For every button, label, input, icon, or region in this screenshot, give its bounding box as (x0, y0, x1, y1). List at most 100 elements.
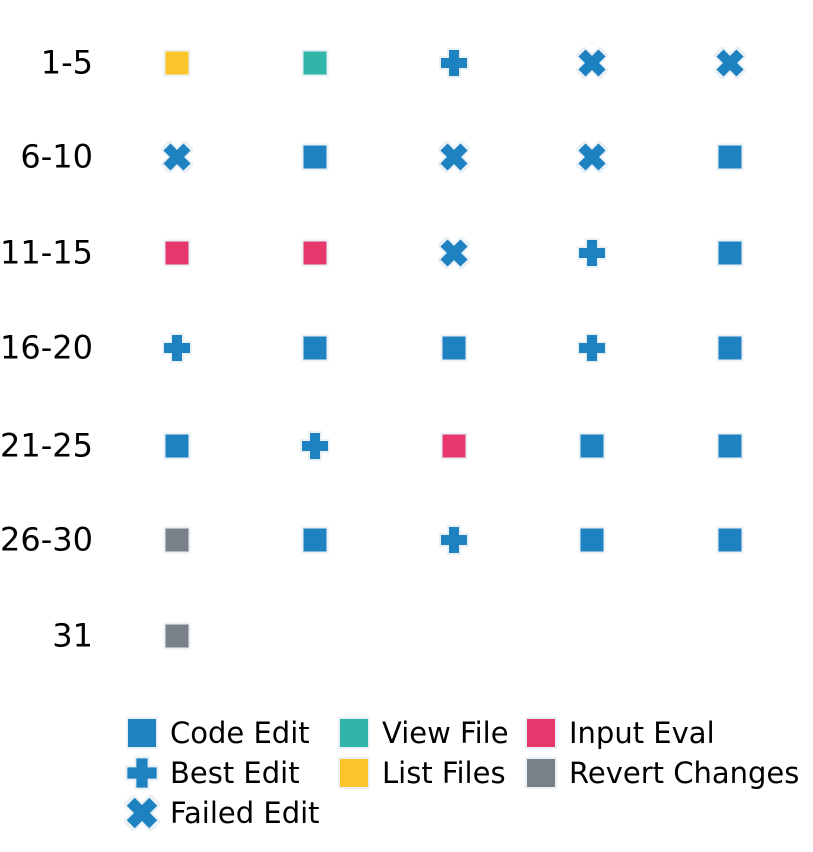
square-marker-icon-code-edit (301, 334, 329, 362)
legend-marker-box (522, 753, 560, 793)
legend-marker-box (522, 713, 560, 753)
grid-cell (301, 334, 329, 362)
grid-cell (299, 430, 331, 462)
square-marker-icon-code-edit (301, 526, 329, 554)
grid-cell (438, 141, 470, 173)
square-marker-icon-list-files (338, 757, 370, 789)
legend-marker-box (123, 793, 161, 833)
row-label: 11-15 (0, 233, 93, 272)
row-label: 26-30 (0, 520, 93, 559)
grid-cell (714, 47, 746, 79)
square-marker-icon-input-eval (440, 432, 468, 460)
grid-cell (576, 141, 608, 173)
x-marker-icon-failed-edit (714, 47, 746, 79)
legend-label: Input Eval (569, 715, 715, 750)
legend-column: Code Edit Best Edit Failed Edit (123, 713, 335, 833)
square-marker-icon-code-edit (716, 143, 744, 171)
square-marker-icon-input-eval (301, 239, 329, 267)
plus-marker-icon-best-edit (577, 333, 607, 363)
grid-cell (578, 526, 606, 554)
legend-item-code-edit: Code Edit (123, 713, 335, 753)
plus-marker-icon-best-edit (439, 48, 469, 78)
grid-cell (716, 239, 744, 267)
square-marker-icon-code-edit (578, 432, 606, 460)
x-marker-icon-failed-edit (124, 795, 160, 831)
square-marker-icon-list-files (163, 49, 191, 77)
plus-marker-icon-best-edit (577, 238, 607, 268)
square-marker-icon-input-eval (163, 239, 191, 267)
grid-cell (163, 432, 191, 460)
grid-cell (716, 143, 744, 171)
legend-label: Failed Edit (170, 795, 320, 830)
grid-cell (440, 432, 468, 460)
legend-column: Input Eval Revert Changes (522, 713, 799, 793)
square-marker-icon-view-file (338, 717, 370, 749)
grid-cell (161, 332, 193, 364)
plus-marker-icon-best-edit (125, 756, 159, 790)
grid-cell (301, 526, 329, 554)
grid-cell (438, 47, 470, 79)
square-marker-icon-revert-changes (525, 757, 557, 789)
legend-label: View File (382, 715, 509, 750)
legend-label: Code Edit (170, 715, 310, 750)
legend-item-failed-edit: Failed Edit (123, 793, 335, 833)
legend-item-list-files: List Files (335, 753, 522, 793)
grid-cell (163, 49, 191, 77)
grid-cell (440, 334, 468, 362)
legend-marker-box (335, 713, 373, 753)
square-marker-icon-code-edit (578, 526, 606, 554)
grid-cell (576, 47, 608, 79)
legend-item-revert-changes: Revert Changes (522, 753, 799, 793)
square-marker-icon-view-file (301, 49, 329, 77)
grid-cell (716, 334, 744, 362)
x-marker-icon-failed-edit (161, 141, 193, 173)
row-label: 31 (52, 616, 93, 655)
square-marker-icon-code-edit (716, 334, 744, 362)
legend-item-view-file: View File (335, 713, 522, 753)
square-marker-icon-code-edit (716, 239, 744, 267)
grid-cell (438, 524, 470, 556)
square-marker-icon-code-edit (301, 143, 329, 171)
legend-label: Revert Changes (569, 755, 800, 790)
grid-cell (716, 526, 744, 554)
x-marker-icon-failed-edit (438, 141, 470, 173)
legend-item-input-eval: Input Eval (522, 713, 799, 753)
row-label: 1-5 (40, 43, 93, 82)
grid-cell (578, 432, 606, 460)
square-marker-icon-code-edit (126, 717, 158, 749)
legend-marker-box (123, 753, 161, 793)
x-marker-icon-failed-edit (438, 237, 470, 269)
legend-label: Best Edit (170, 755, 300, 790)
square-marker-icon-revert-changes (163, 622, 191, 650)
x-marker-icon-failed-edit (576, 47, 608, 79)
square-marker-icon-input-eval (525, 717, 557, 749)
x-marker-icon-failed-edit (576, 141, 608, 173)
legend: Code Edit Best Edit Failed Edit View File Li… (123, 713, 799, 833)
plus-marker-icon-best-edit (300, 431, 330, 461)
grid-cell (716, 432, 744, 460)
legend-marker-box (123, 713, 161, 753)
grid-cell (438, 237, 470, 269)
grid-cell (161, 141, 193, 173)
legend-marker-box (335, 753, 373, 793)
legend-label: List Files (382, 755, 506, 790)
square-marker-icon-code-edit (440, 334, 468, 362)
row-label: 16-20 (0, 328, 93, 367)
row-label: 6-10 (20, 137, 93, 176)
grid-cell (163, 622, 191, 650)
legend-column: View File List Files (335, 713, 522, 793)
grid-cell (301, 49, 329, 77)
grid-cell (576, 237, 608, 269)
row-label: 21-25 (0, 426, 93, 465)
legend-item-best-edit: Best Edit (123, 753, 335, 793)
square-marker-icon-revert-changes (163, 526, 191, 554)
grid-cell (163, 526, 191, 554)
grid-cell (576, 332, 608, 364)
grid-cell (301, 143, 329, 171)
square-marker-icon-code-edit (716, 432, 744, 460)
grid-cell (163, 239, 191, 267)
plus-marker-icon-best-edit (162, 333, 192, 363)
square-marker-icon-code-edit (716, 526, 744, 554)
plus-marker-icon-best-edit (439, 525, 469, 555)
